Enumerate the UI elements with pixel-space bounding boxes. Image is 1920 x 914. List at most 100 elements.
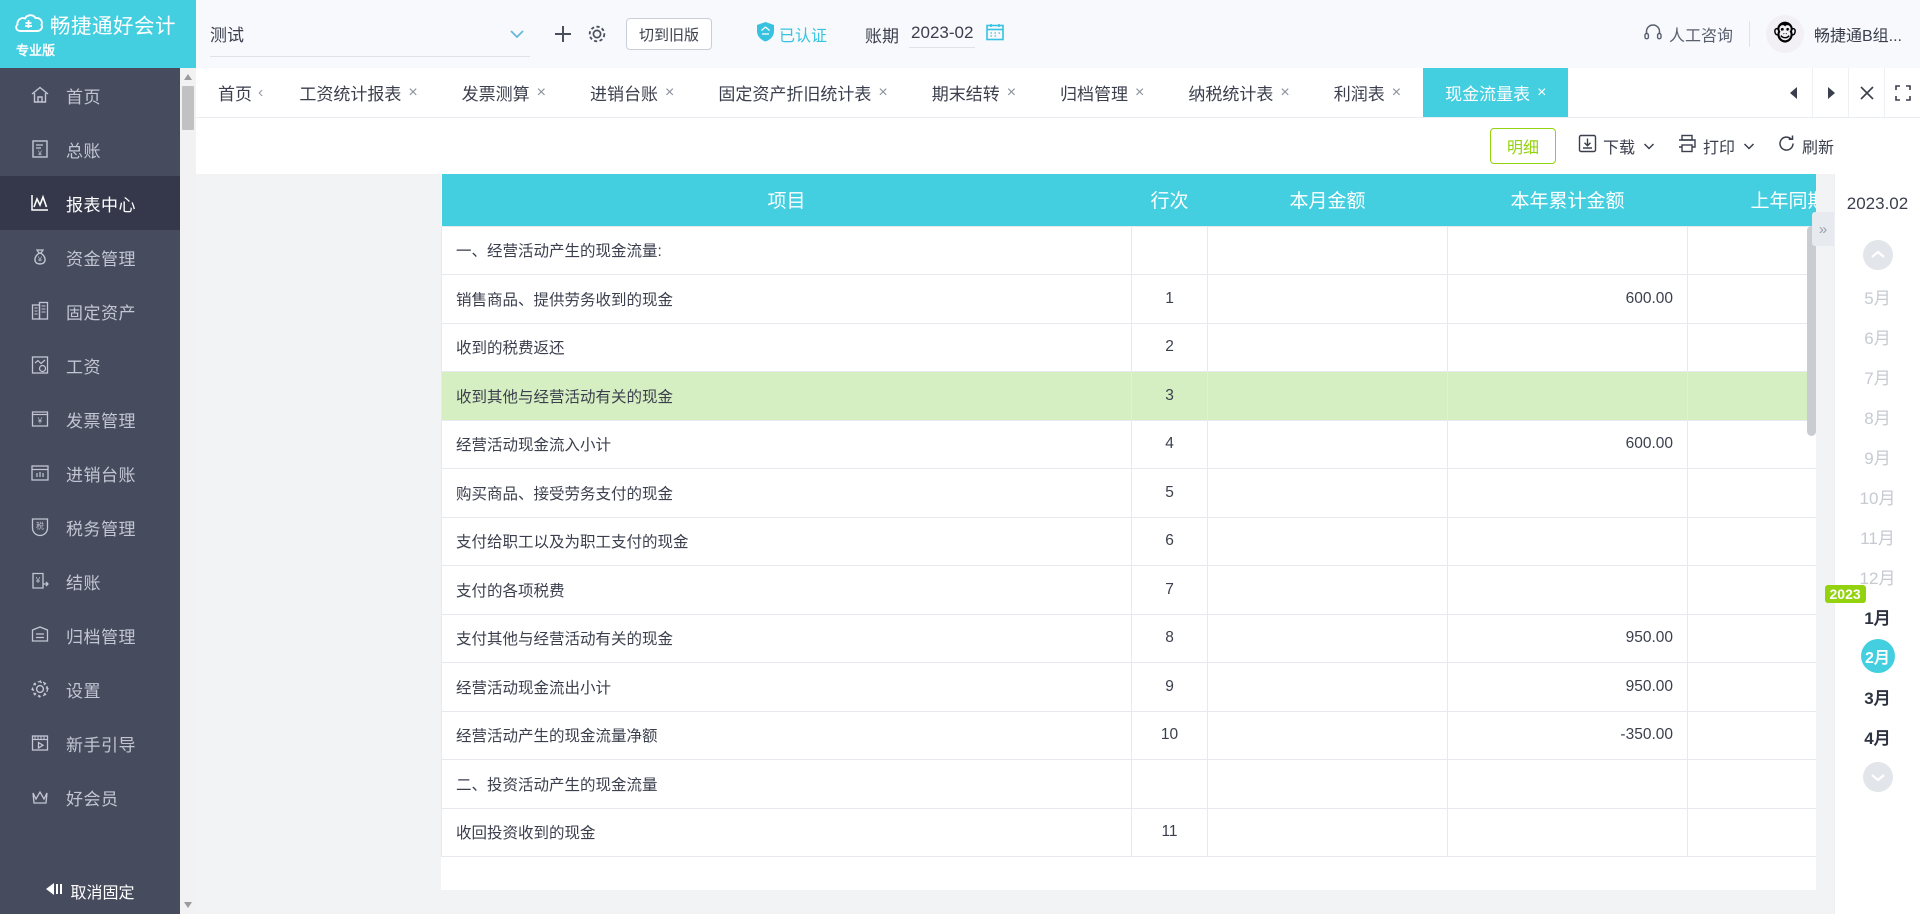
- print-button[interactable]: 打印: [1677, 134, 1755, 158]
- add-account-button[interactable]: [546, 17, 580, 51]
- month-item-4[interactable]: 4月: [1835, 716, 1920, 756]
- accounting-period[interactable]: 账期 2023-02: [865, 21, 1005, 48]
- tab-payroll-statistics[interactable]: 工资统计报表 ×: [277, 68, 439, 117]
- chevron-left-small-icon[interactable]: ‹: [258, 83, 264, 101]
- chevron-up-circle-icon[interactable]: [1862, 240, 1893, 270]
- calendar-icon[interactable]: [985, 22, 1005, 47]
- table-row[interactable]: 购买商品、接受劳务支付的现金 5: [441, 468, 1816, 518]
- table-row-selected[interactable]: 收到其他与经营活动有关的现金 3: [441, 371, 1816, 421]
- user-menu[interactable]: 🐵 畅捷通B组...: [1765, 15, 1902, 53]
- tab-close-icon[interactable]: ×: [878, 83, 888, 101]
- tab-close-icon[interactable]: ×: [408, 83, 418, 101]
- month-item-6[interactable]: 6月: [1835, 316, 1920, 356]
- sidebar-item-fixed-assets[interactable]: 固定资产: [0, 284, 180, 338]
- col-header-last: 上年同期累计: [1687, 174, 1816, 226]
- tab-tax-statistics[interactable]: 纳税统计表 ×: [1166, 68, 1311, 117]
- detail-button[interactable]: 明细: [1489, 128, 1556, 164]
- unpin-sidebar-button[interactable]: 取消固定: [0, 868, 180, 914]
- period-value[interactable]: 2023-02: [909, 21, 976, 48]
- cell-year: [1447, 322, 1688, 372]
- tab-cash-flow-statement[interactable]: 现金流量表 ×: [1423, 68, 1569, 117]
- sidebar-item-invoice-management[interactable]: ¥ 发票管理: [0, 392, 180, 446]
- tab-close-icon[interactable]: ×: [1006, 83, 1017, 101]
- tab-home[interactable]: 首页: [196, 68, 258, 117]
- cell-month: [1207, 419, 1448, 469]
- cell-month: [1207, 710, 1448, 760]
- human-support-button[interactable]: 人工咨询: [1643, 22, 1733, 47]
- sidebar-item-payroll[interactable]: 工资: [0, 338, 180, 392]
- tab-label: 首页: [218, 85, 252, 104]
- tab-period-end-closing[interactable]: 期末结转 ×: [910, 68, 1038, 117]
- month-item-12[interactable]: 12月: [1835, 556, 1920, 596]
- table-row[interactable]: 一、经营活动产生的现金流量:: [441, 225, 1816, 275]
- tabs-prev-button[interactable]: [1776, 68, 1812, 117]
- tabs-next-button[interactable]: [1812, 68, 1848, 117]
- month-item-3[interactable]: 3月: [1835, 676, 1920, 716]
- refresh-label: 刷新: [1801, 140, 1834, 157]
- month-item-8[interactable]: 8月: [1835, 396, 1920, 436]
- table-row[interactable]: 支付其他与经营活动有关的现金 8 950.00: [441, 613, 1816, 663]
- tab-income-statement[interactable]: 利润表 ×: [1312, 68, 1423, 117]
- sidebar-item-member[interactable]: 好会员: [0, 770, 180, 824]
- chevron-down-icon[interactable]: [508, 27, 526, 45]
- fullscreen-button[interactable]: [1884, 68, 1920, 117]
- tab-close-icon[interactable]: ×: [1537, 83, 1547, 101]
- tab-label: 发票测算: [461, 85, 530, 104]
- gear-icon: [28, 677, 52, 701]
- header-settings-button[interactable]: [580, 17, 614, 51]
- table-scrollbar[interactable]: [1807, 226, 1816, 890]
- month-item-10[interactable]: 10月: [1835, 476, 1920, 516]
- table-row[interactable]: 经营活动产生的现金流量净额 10 -350.00: [441, 710, 1816, 760]
- table-row[interactable]: 收到的税费返还 2: [441, 322, 1816, 372]
- month-item-7[interactable]: 7月: [1835, 356, 1920, 396]
- chevron-down-circle-icon[interactable]: [1862, 762, 1893, 792]
- sidebar-item-tax-management[interactable]: 税 税务管理: [0, 500, 180, 554]
- tab-close-icon[interactable]: ×: [1135, 83, 1145, 101]
- table-scroll-thumb[interactable]: [1807, 226, 1816, 436]
- close-all-tabs-button[interactable]: [1848, 68, 1884, 117]
- table-row[interactable]: 经营活动现金流入小计 4 600.00: [441, 419, 1816, 469]
- cell-month: [1207, 274, 1448, 324]
- table-row[interactable]: 二、投资活动产生的现金流量: [441, 759, 1816, 809]
- month-item-2[interactable]: 2月: [1835, 636, 1920, 676]
- sidebar-scrollbar[interactable]: [180, 68, 196, 914]
- tab-close-icon[interactable]: ×: [1280, 83, 1290, 101]
- verified-status[interactable]: 已认证: [756, 21, 827, 47]
- tab-invoice-estimate[interactable]: 发票测算 ×: [440, 68, 568, 117]
- month-item-9[interactable]: 9月: [1835, 436, 1920, 476]
- download-button[interactable]: 下载: [1578, 134, 1655, 158]
- sidebar-item-archive-management[interactable]: 归档管理: [0, 608, 180, 662]
- tab-close-icon[interactable]: ×: [536, 83, 547, 101]
- table-row[interactable]: 销售商品、提供劳务收到的现金 1 600.00: [441, 274, 1816, 324]
- table-row[interactable]: 收回投资收到的现金 11: [441, 807, 1816, 857]
- tab-close-icon[interactable]: ×: [665, 83, 675, 101]
- scroll-up-icon[interactable]: [180, 68, 196, 86]
- tab-stock-ledger[interactable]: 进销台账 ×: [568, 68, 696, 117]
- account-set-select[interactable]: 测试: [210, 11, 530, 57]
- table-row[interactable]: 支付的各项税费 7: [441, 565, 1816, 615]
- sidebar-item-stock-ledger[interactable]: 进销台账: [0, 446, 180, 500]
- table-row[interactable]: 经营活动现金流出小计 9 950.00: [441, 662, 1816, 712]
- sidebar-item-ledger[interactable]: ¥ 总账: [0, 122, 180, 176]
- sidebar-item-beginner-guide[interactable]: 新手引导: [0, 716, 180, 770]
- month-item-1[interactable]: 2023 1月: [1824, 585, 1920, 636]
- month-panel-collapse-button[interactable]: »: [1812, 212, 1834, 246]
- month-item-5[interactable]: 5月: [1835, 276, 1920, 316]
- chevron-down-icon: [1743, 137, 1755, 155]
- table-row[interactable]: 支付给职工以及为职工支付的现金 6: [441, 516, 1816, 566]
- sidebar-scroll-thumb[interactable]: [182, 86, 194, 130]
- tab-close-icon[interactable]: ×: [1391, 83, 1402, 101]
- sidebar-item-home[interactable]: 首页: [0, 68, 180, 122]
- cell-last: [1687, 516, 1816, 566]
- switch-old-version-button[interactable]: 切到旧版: [626, 18, 713, 50]
- month-item-11[interactable]: 11月: [1835, 516, 1920, 556]
- tab-fixed-asset-depreciation[interactable]: 固定资产折旧统计表 ×: [696, 68, 909, 117]
- ledger-icon: ¥: [28, 137, 52, 161]
- sidebar-item-settlement[interactable]: ¥ 结账: [0, 554, 180, 608]
- sidebar-item-settings[interactable]: 设置: [0, 662, 180, 716]
- sidebar-item-report-center[interactable]: 报表中心: [0, 176, 180, 230]
- tab-archive-management[interactable]: 归档管理 ×: [1038, 68, 1166, 117]
- refresh-button[interactable]: 刷新: [1777, 134, 1834, 158]
- sidebar-item-fund-management[interactable]: ¥ 资金管理: [0, 230, 180, 284]
- scroll-down-icon[interactable]: [180, 896, 196, 914]
